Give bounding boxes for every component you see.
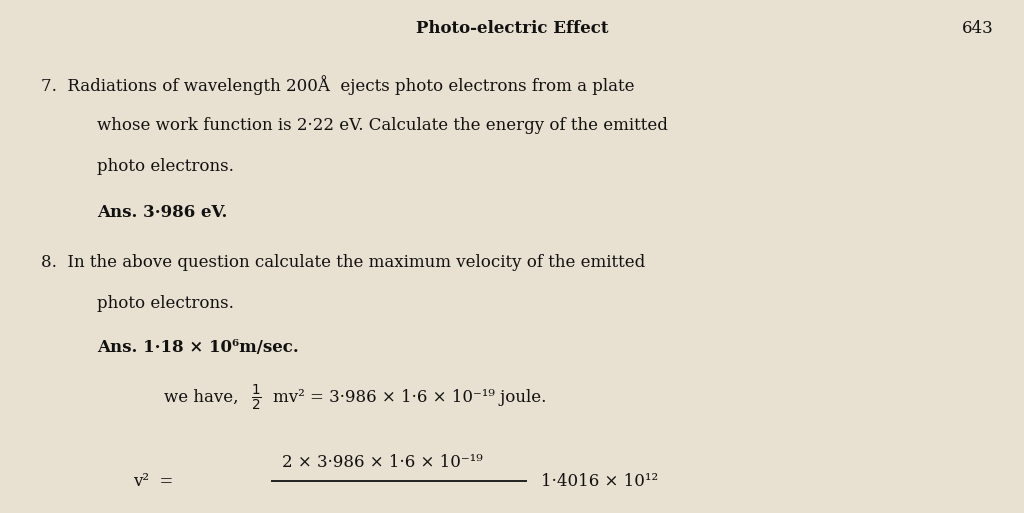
Text: Photo-electric Effect: Photo-electric Effect: [416, 19, 608, 37]
Text: v²  =: v² =: [133, 472, 173, 490]
Text: Ans. 1·18 × 10⁶m/sec.: Ans. 1·18 × 10⁶m/sec.: [97, 339, 299, 357]
Text: $\frac{1}{2}$: $\frac{1}{2}$: [251, 383, 261, 412]
Text: 8.  In the above question calculate the maximum velocity of the emitted: 8. In the above question calculate the m…: [41, 254, 645, 271]
Text: 1·4016 × 10¹²: 1·4016 × 10¹²: [541, 472, 657, 490]
Text: we have,: we have,: [164, 389, 239, 406]
Text: photo electrons.: photo electrons.: [97, 158, 234, 175]
Text: mv² = 3·986 × 1·6 × 10⁻¹⁹ joule.: mv² = 3·986 × 1·6 × 10⁻¹⁹ joule.: [273, 389, 547, 406]
Text: photo electrons.: photo electrons.: [97, 295, 234, 312]
Text: 643: 643: [962, 19, 993, 37]
Text: 2 × 3·986 × 1·6 × 10⁻¹⁹: 2 × 3·986 × 1·6 × 10⁻¹⁹: [282, 454, 482, 471]
Text: Ans. 3·986 eV.: Ans. 3·986 eV.: [97, 204, 227, 222]
Text: whose work function is 2·22 eV. Calculate the energy of the emitted: whose work function is 2·22 eV. Calculat…: [97, 117, 668, 134]
Text: 7.  Radiations of wavelength 200Å  ejects photo electrons from a plate: 7. Radiations of wavelength 200Å ejects …: [41, 75, 635, 94]
